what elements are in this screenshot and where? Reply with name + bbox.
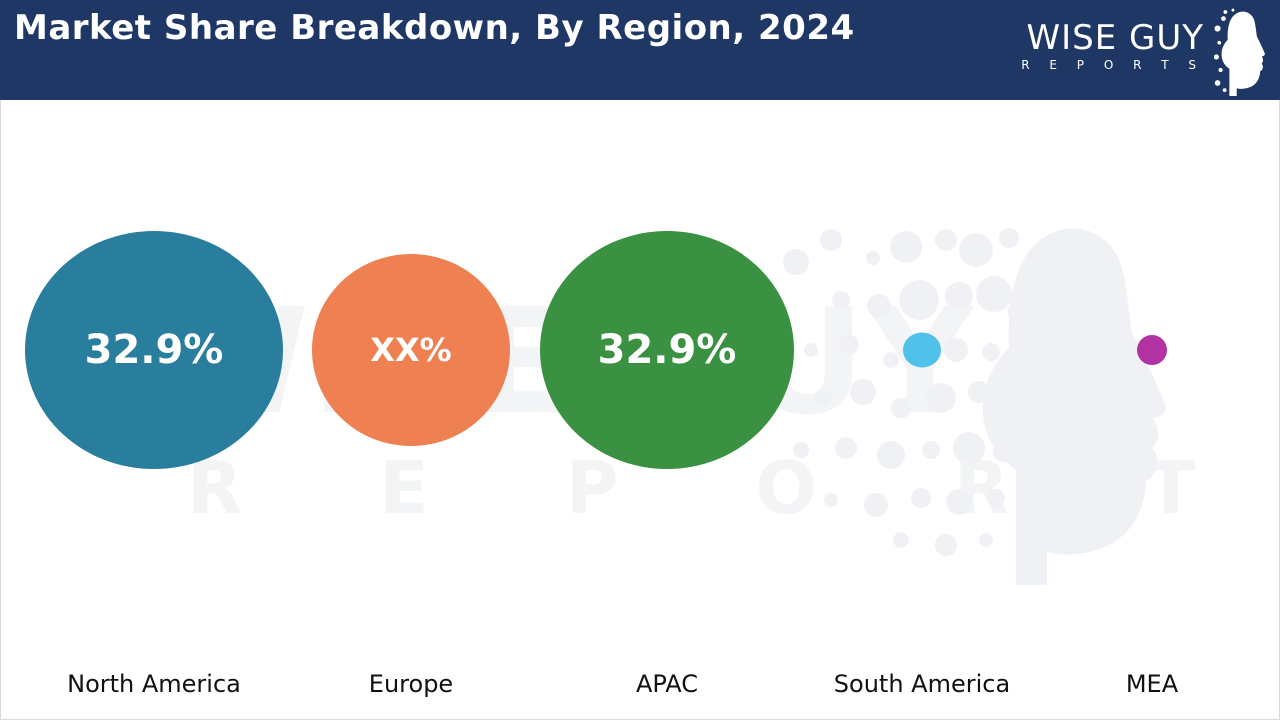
bubble-europe: XX% (312, 254, 510, 446)
bubble-south-america (903, 332, 941, 368)
region-label-mea: MEA (1125, 670, 1179, 698)
wiseguy-head-icon (1214, 8, 1265, 97)
region-label-europe: Europe (368, 670, 454, 698)
bubble-north-america: 32.9% (25, 231, 283, 469)
region-europe: XX% Europe (281, 100, 541, 719)
bubble-value-label: XX% (370, 331, 452, 369)
region-north-america: 32.9% North America (24, 100, 284, 719)
brand-logo: WISE GUY R E P O R T S (1012, 4, 1272, 97)
brand-logo-text: WISE GUY R E P O R T S (1017, 18, 1204, 73)
brand-name: WISE GUY (1026, 18, 1204, 58)
region-south-america: South America (792, 100, 1052, 719)
region-label-north-america: North America (67, 670, 241, 698)
region-label-south-america: South America (833, 670, 1011, 698)
region-label-apac: APAC (635, 670, 699, 698)
bubble-apac: 32.9% (540, 231, 794, 469)
header-bar: Market Share Breakdown, By Region, 2024 … (0, 0, 1280, 100)
bubble-value-label: 32.9% (597, 327, 737, 373)
brand-subname: R E P O R T S (1021, 58, 1204, 73)
region-mea: MEA (1022, 100, 1279, 719)
region-apac: 32.9% APAC (537, 100, 797, 719)
bubble-value-label: 32.9% (84, 327, 224, 373)
chart-area: WISE GUY R E P O R T S (0, 100, 1280, 720)
bubble-mea (1137, 335, 1167, 365)
page-title: Market Share Breakdown, By Region, 2024 (14, 8, 855, 48)
